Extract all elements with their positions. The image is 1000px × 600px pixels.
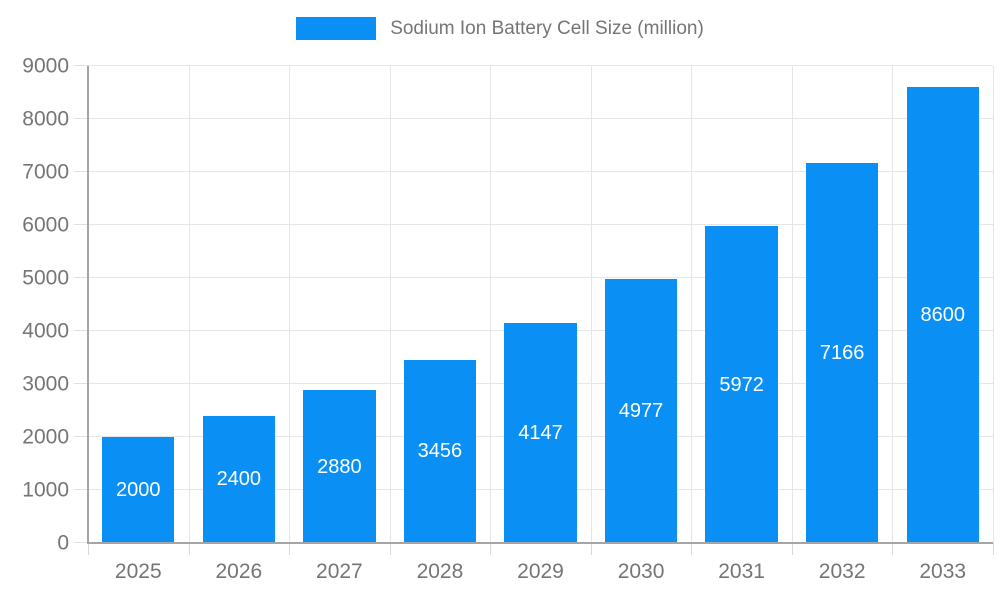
x-axis-label: 2025 [114,560,162,583]
bar-value-label: 4147 [518,422,563,445]
legend-swatch [296,17,377,40]
y-axis-line [87,66,89,543]
x-axis-tick [289,543,291,555]
gridline-h [88,65,993,66]
x-axis-label: 2030 [617,560,665,583]
bar-2031[interactable]: 5972 [705,226,778,543]
gridline-v [188,66,190,543]
x-axis-tick [389,543,391,555]
y-axis-label: 0 [57,531,69,555]
x-axis-tick [791,543,793,555]
bar-2026[interactable]: 2400 [202,415,276,543]
bar-value-label: 4977 [618,400,664,423]
y-axis-label: 2000 [22,425,69,449]
y-axis-label: 7000 [22,160,69,184]
x-axis-tick [88,543,89,555]
x-axis-label: 2033 [919,560,967,583]
gridline-v [691,66,693,543]
bar-2030[interactable]: 4977 [604,279,678,543]
legend-label: Sodium Ion Battery Cell Size (million) [390,17,704,39]
y-axis-tick [74,489,88,490]
gridline-v [490,66,492,543]
legend-item[interactable]: Sodium Ion Battery Cell Size (million) [296,17,704,40]
y-axis-tick [74,171,88,172]
bar-2032[interactable]: 7166 [805,163,879,543]
x-axis-tick [691,543,693,555]
x-axis-label: 2028 [416,560,464,583]
x-axis-tick [892,543,894,555]
y-axis-label: 1000 [22,478,69,502]
gridline-v [289,66,291,543]
x-axis-label: 2027 [316,560,363,583]
y-axis-label: 5000 [22,266,69,290]
x-axis-label: 2029 [517,560,564,583]
gridline-h [88,224,993,226]
bar-2029[interactable]: 4147 [504,323,577,543]
bar-2025[interactable]: 2000 [102,437,175,543]
gridline-h [88,118,993,119]
gridline-v [389,66,391,543]
y-axis-label: 6000 [22,213,69,237]
x-axis-tick [188,543,190,555]
x-axis-label: 2026 [215,560,263,583]
bar-2028[interactable]: 3456 [403,359,477,543]
bar-2033[interactable]: 8600 [906,87,979,543]
x-axis-label: 2032 [818,560,866,583]
x-axis-tick [993,543,994,555]
bar-value-label: 2880 [317,455,362,478]
gridline-h [88,171,993,172]
y-axis-tick [74,224,88,226]
bar-value-label: 2000 [116,479,161,501]
x-axis-label: 2031 [718,560,765,583]
y-axis-tick [74,542,88,543]
x-axis-tick [590,543,592,555]
bar-value-label: 8600 [920,304,965,327]
y-axis-label: 3000 [22,372,69,396]
gridline-v [892,66,894,543]
y-axis-tick [74,383,88,385]
legend: Sodium Ion Battery Cell Size (million) [0,17,1000,40]
gridline-v [791,66,793,543]
y-axis-tick [74,277,88,278]
bar-value-label: 5972 [719,373,764,396]
bar-value-label: 7166 [819,342,865,365]
gridline-h [88,277,993,278]
bar-2027[interactable]: 2880 [303,390,376,543]
y-axis-label: 4000 [22,319,69,343]
y-axis-label: 9000 [22,54,69,78]
gridline-v [590,66,592,543]
gridline-v [993,66,994,543]
y-axis-tick [74,330,88,331]
y-axis-tick [74,65,88,66]
y-axis-tick [74,436,88,437]
x-axis-line [87,542,993,544]
bar-value-label: 3456 [417,440,463,463]
y-axis-tick [74,118,88,119]
y-axis-label: 8000 [22,107,69,131]
bar-value-label: 2400 [216,468,262,491]
x-axis-tick [490,543,492,555]
plot-area: 0 1000 2000 3000 4000 5000 6000 7000 8000 9000 200… [22,56,994,582]
